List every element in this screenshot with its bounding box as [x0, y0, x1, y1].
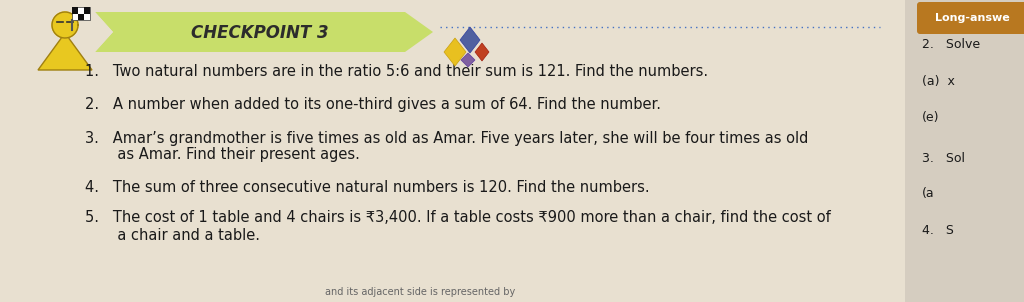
- Text: and its adjacent side is represented by: and its adjacent side is represented by: [325, 287, 515, 297]
- Polygon shape: [475, 43, 489, 61]
- Text: (e): (e): [922, 111, 939, 124]
- Text: 3.   Sol: 3. Sol: [922, 152, 965, 165]
- Text: 3.   Amar’s grandmother is five times as old as Amar. Five years later, she will: 3. Amar’s grandmother is five times as o…: [85, 130, 808, 146]
- Text: CHECKPOINT 3: CHECKPOINT 3: [191, 24, 329, 41]
- Text: as Amar. Find their present ages.: as Amar. Find their present ages.: [85, 147, 359, 162]
- Text: 1.   Two natural numbers are in the ratio 5:6 and their sum is 121. Find the num: 1. Two natural numbers are in the ratio …: [85, 65, 709, 79]
- Text: 4.   The sum of three consecutive natural numbers is 120. Find the numbers.: 4. The sum of three consecutive natural …: [85, 181, 649, 195]
- FancyBboxPatch shape: [905, 0, 1024, 302]
- FancyBboxPatch shape: [918, 2, 1024, 34]
- Polygon shape: [444, 38, 466, 66]
- Text: 2.   A number when added to its one-third gives a sum of 64. Find the number.: 2. A number when added to its one-third …: [85, 98, 662, 113]
- Polygon shape: [38, 33, 92, 70]
- Polygon shape: [95, 12, 113, 52]
- Text: 4.   S: 4. S: [922, 223, 954, 236]
- FancyBboxPatch shape: [72, 7, 78, 14]
- Polygon shape: [406, 12, 433, 52]
- Text: a chair and a table.: a chair and a table.: [85, 229, 260, 243]
- Text: 2.   Solve: 2. Solve: [922, 38, 980, 52]
- Text: 5.   The cost of 1 table and 4 chairs is ₹3,400. If a table costs ₹900 more than: 5. The cost of 1 table and 4 chairs is ₹…: [85, 210, 830, 226]
- Text: (a)  x: (a) x: [922, 76, 954, 88]
- Polygon shape: [460, 27, 480, 53]
- FancyBboxPatch shape: [95, 12, 406, 52]
- Text: (a: (a: [922, 187, 935, 200]
- Polygon shape: [52, 12, 78, 38]
- Polygon shape: [461, 53, 475, 67]
- FancyBboxPatch shape: [78, 14, 84, 20]
- Polygon shape: [95, 12, 113, 52]
- FancyBboxPatch shape: [72, 7, 90, 20]
- FancyBboxPatch shape: [84, 7, 90, 14]
- Text: Long-answe: Long-answe: [935, 13, 1010, 23]
